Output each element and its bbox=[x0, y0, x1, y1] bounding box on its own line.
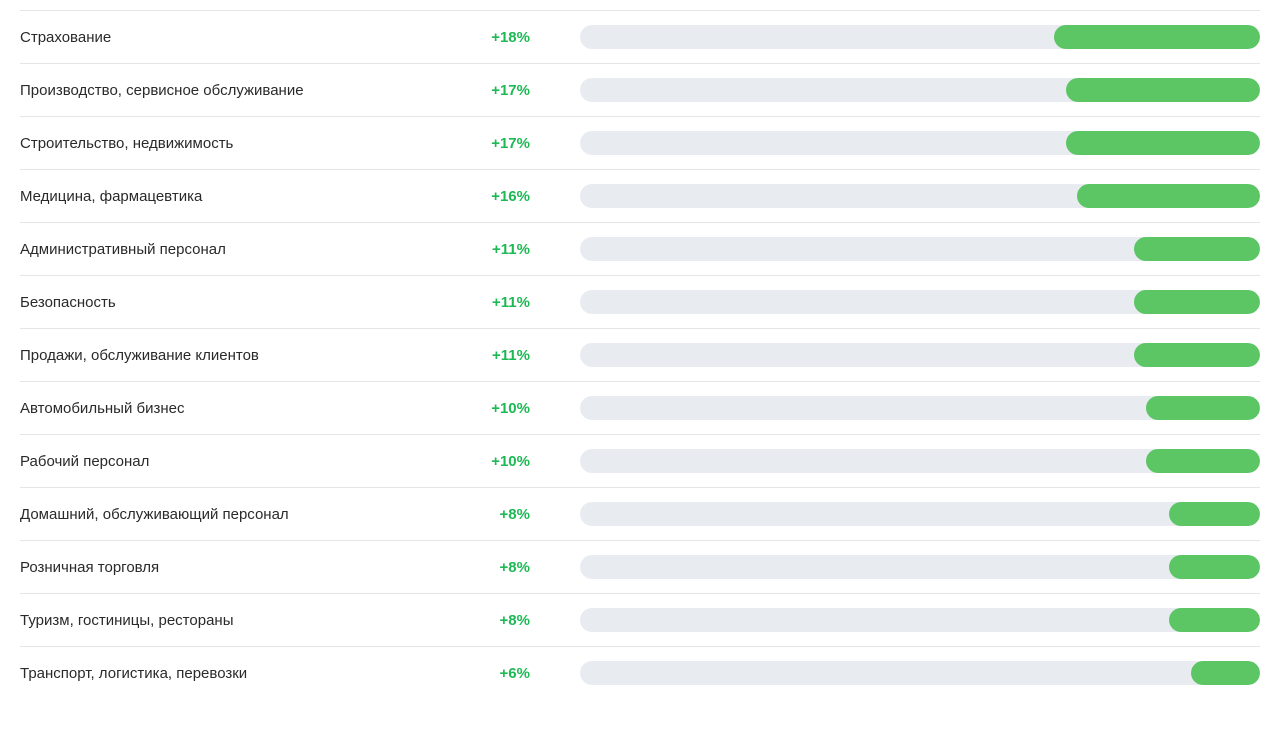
bar-fill bbox=[1146, 449, 1260, 473]
percent-value: +8% bbox=[500, 559, 530, 576]
chart-row: Автомобильный бизнес +10% bbox=[20, 381, 1260, 434]
chart-row-left: Строительство, недвижимость +17% bbox=[20, 135, 540, 152]
category-label: Производство, сервисное обслуживание bbox=[20, 82, 304, 99]
bar-column bbox=[580, 131, 1260, 155]
bar-track bbox=[580, 290, 1260, 314]
chart-row-left: Медицина, фармацевтика +16% bbox=[20, 188, 540, 205]
bar-fill bbox=[1169, 555, 1260, 579]
bar-track bbox=[580, 237, 1260, 261]
chart-row-left: Продажи, обслуживание клиентов +11% bbox=[20, 347, 540, 364]
percent-value: +18% bbox=[491, 29, 530, 46]
bar-fill bbox=[1134, 290, 1260, 314]
category-label: Домашний, обслуживающий персонал bbox=[20, 506, 289, 523]
bar-fill bbox=[1066, 131, 1260, 155]
category-label: Медицина, фармацевтика bbox=[20, 188, 202, 205]
bar-track bbox=[580, 661, 1260, 685]
bar-track bbox=[580, 555, 1260, 579]
category-label: Безопасность bbox=[20, 294, 116, 311]
percent-value: +17% bbox=[491, 82, 530, 99]
bar-column bbox=[580, 608, 1260, 632]
chart-row: Административный персонал +11% bbox=[20, 222, 1260, 275]
chart-row-left: Безопасность +11% bbox=[20, 294, 540, 311]
chart-row-left: Автомобильный бизнес +10% bbox=[20, 400, 540, 417]
percent-value: +8% bbox=[500, 612, 530, 629]
category-label: Транспорт, логистика, перевозки bbox=[20, 665, 247, 682]
chart-row: Медицина, фармацевтика +16% bbox=[20, 169, 1260, 222]
bar-track bbox=[580, 131, 1260, 155]
percent-value: +10% bbox=[491, 453, 530, 470]
bar-column bbox=[580, 343, 1260, 367]
category-label: Туризм, гостиницы, рестораны bbox=[20, 612, 233, 629]
category-label: Административный персонал bbox=[20, 241, 226, 258]
chart-row: Розничная торговля +8% bbox=[20, 540, 1260, 593]
percent-value: +17% bbox=[491, 135, 530, 152]
bar-track bbox=[580, 78, 1260, 102]
bar-column bbox=[580, 449, 1260, 473]
chart-row: Производство, сервисное обслуживание +17% bbox=[20, 63, 1260, 116]
chart-row: Домашний, обслуживающий персонал +8% bbox=[20, 487, 1260, 540]
chart-row: Безопасность +11% bbox=[20, 275, 1260, 328]
category-growth-chart: Страхование +18% Производство, сервисное о… bbox=[20, 10, 1260, 699]
category-label: Продажи, обслуживание клиентов bbox=[20, 347, 259, 364]
chart-row-left: Транспорт, логистика, перевозки +6% bbox=[20, 665, 540, 682]
bar-track bbox=[580, 608, 1260, 632]
chart-row: Строительство, недвижимость +17% bbox=[20, 116, 1260, 169]
bar-fill bbox=[1169, 608, 1260, 632]
chart-row-left: Производство, сервисное обслуживание +17% bbox=[20, 82, 540, 99]
chart-row-left: Административный персонал +11% bbox=[20, 241, 540, 258]
percent-value: +11% bbox=[492, 241, 530, 258]
percent-value: +11% bbox=[492, 294, 530, 311]
percent-value: +10% bbox=[491, 400, 530, 417]
bar-fill bbox=[1191, 661, 1260, 685]
bar-track bbox=[580, 502, 1260, 526]
bar-track bbox=[580, 449, 1260, 473]
bar-column bbox=[580, 237, 1260, 261]
bar-column bbox=[580, 290, 1260, 314]
bar-column bbox=[580, 184, 1260, 208]
percent-value: +11% bbox=[492, 347, 530, 364]
bar-column bbox=[580, 661, 1260, 685]
bar-fill bbox=[1146, 396, 1260, 420]
bar-fill bbox=[1134, 237, 1260, 261]
chart-row: Страхование +18% bbox=[20, 10, 1260, 63]
bar-track bbox=[580, 343, 1260, 367]
percent-value: +6% bbox=[500, 665, 530, 682]
category-label: Автомобильный бизнес bbox=[20, 400, 184, 417]
chart-row: Транспорт, логистика, перевозки +6% bbox=[20, 646, 1260, 699]
bar-column bbox=[580, 502, 1260, 526]
bar-fill bbox=[1066, 78, 1260, 102]
bar-fill bbox=[1054, 25, 1260, 49]
bar-column bbox=[580, 555, 1260, 579]
percent-value: +16% bbox=[491, 188, 530, 205]
category-label: Розничная торговля bbox=[20, 559, 159, 576]
bar-fill bbox=[1134, 343, 1260, 367]
chart-row-left: Домашний, обслуживающий персонал +8% bbox=[20, 506, 540, 523]
bar-fill bbox=[1169, 502, 1260, 526]
bar-track bbox=[580, 184, 1260, 208]
category-label: Рабочий персонал bbox=[20, 453, 149, 470]
chart-row: Рабочий персонал +10% bbox=[20, 434, 1260, 487]
bar-track bbox=[580, 396, 1260, 420]
chart-row-left: Туризм, гостиницы, рестораны +8% bbox=[20, 612, 540, 629]
bar-fill bbox=[1077, 184, 1260, 208]
chart-row-left: Страхование +18% bbox=[20, 29, 540, 46]
chart-row: Продажи, обслуживание клиентов +11% bbox=[20, 328, 1260, 381]
chart-row-left: Рабочий персонал +10% bbox=[20, 453, 540, 470]
percent-value: +8% bbox=[500, 506, 530, 523]
category-label: Строительство, недвижимость bbox=[20, 135, 233, 152]
bar-column bbox=[580, 78, 1260, 102]
bar-column bbox=[580, 396, 1260, 420]
bar-column bbox=[580, 25, 1260, 49]
chart-row-left: Розничная торговля +8% bbox=[20, 559, 540, 576]
category-label: Страхование bbox=[20, 29, 111, 46]
chart-row: Туризм, гостиницы, рестораны +8% bbox=[20, 593, 1260, 646]
bar-track bbox=[580, 25, 1260, 49]
